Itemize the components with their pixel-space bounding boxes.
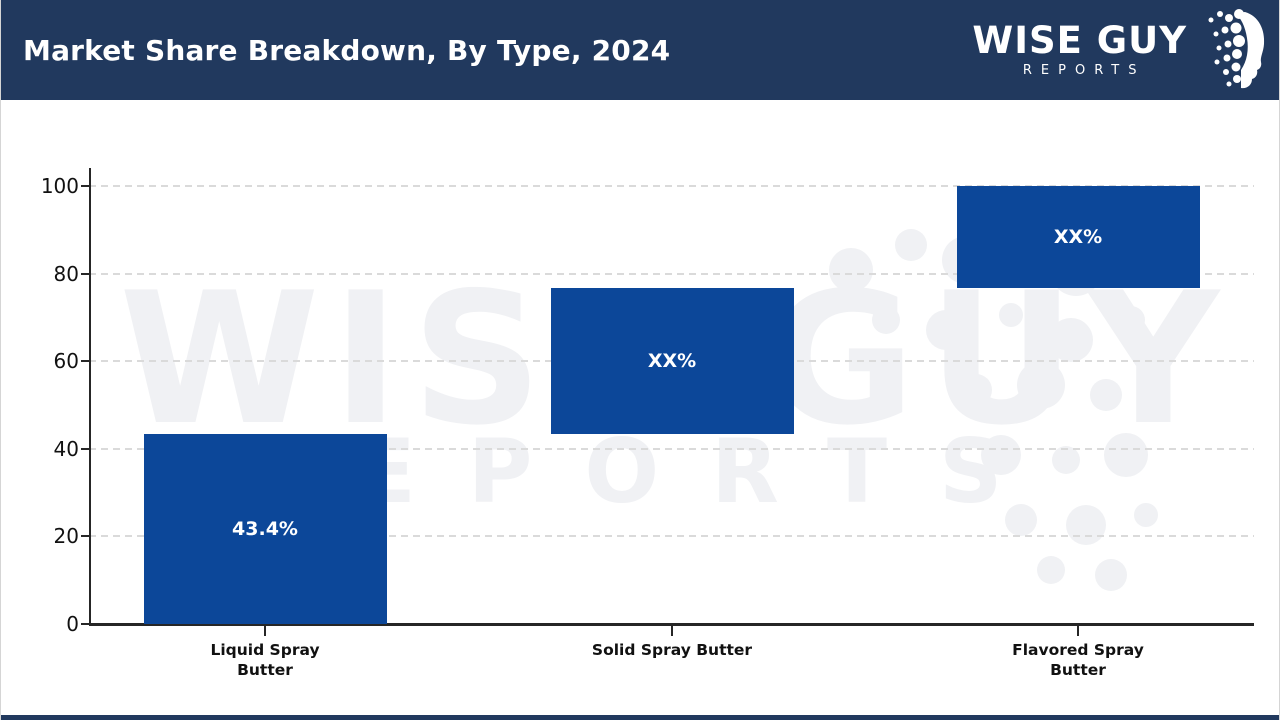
bar-value-label: 43.4% — [232, 517, 298, 540]
y-tick-mark — [81, 185, 89, 187]
footer-accent-bar — [1, 715, 1279, 720]
bar-value-label: XX% — [1053, 226, 1103, 249]
logo-face-dots-icon — [1208, 9, 1265, 89]
y-tick-label: 40 — [53, 436, 79, 461]
header-band: Market Share Breakdown, By Type, 2024 WI… — [1, 0, 1279, 100]
gridline-100 — [89, 185, 1254, 187]
y-tick-label: 0 — [66, 612, 79, 636]
y-tick-mark — [81, 535, 89, 538]
y-tick-label: 20 — [53, 524, 79, 549]
y-tick-label: 80 — [53, 261, 79, 286]
x-category-label: Liquid Spray Butter — [210, 641, 320, 679]
logo-subtitle: REPORTS — [1022, 62, 1146, 78]
gridline-40 — [89, 447, 1254, 450]
wise-guy-reports-logo: WISE GUY REPORTS — [972, 6, 1267, 92]
y-tick-label: 100 — [40, 174, 79, 198]
gridline-80 — [89, 272, 1254, 275]
gridline-20 — [89, 535, 1254, 538]
x-category-label: Solid Spray Butter — [591, 641, 753, 659]
bar-segment — [550, 288, 794, 434]
x-category-label: Flavored Spray Butter — [1012, 641, 1144, 679]
y-tick-label: 60 — [53, 349, 79, 374]
y-axis-line — [89, 168, 91, 626]
x-tick-mark — [264, 626, 266, 636]
bar-segment — [956, 186, 1200, 289]
y-tick-mark — [81, 272, 89, 275]
y-tick-mark — [81, 447, 89, 450]
x-tick-mark — [671, 626, 673, 636]
y-tick-mark — [81, 623, 89, 625]
y-tick-mark — [81, 360, 89, 363]
page-title: Market Share Breakdown, By Type, 2024 — [23, 33, 671, 67]
logo-wordmark: WISE GUY — [972, 18, 1187, 62]
x-axis-line — [89, 623, 1254, 626]
bar-segment — [143, 433, 387, 624]
logo-text: WISE GUY REPORTS — [972, 18, 1187, 78]
bar-value-label: XX% — [647, 350, 697, 373]
x-tick-mark — [1077, 626, 1079, 636]
